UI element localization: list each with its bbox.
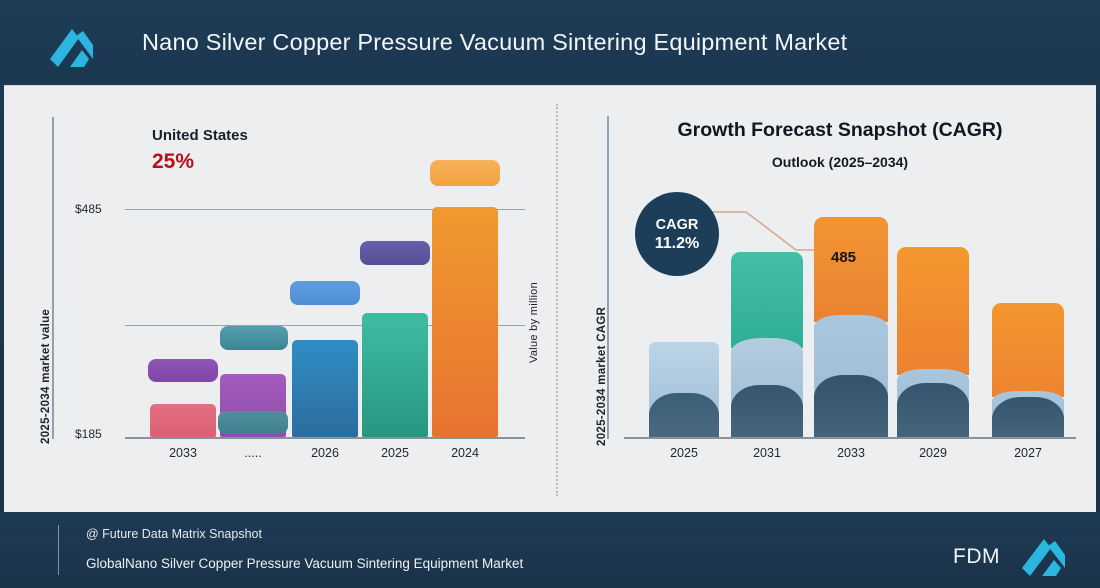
footer-brand-text: FDM <box>953 545 1000 568</box>
panel-divider <box>556 104 558 496</box>
right-y-axis-title: 2025-2034 market CAGR <box>596 306 608 446</box>
bar-cap-2024 <box>430 160 500 186</box>
bar-2026 <box>292 340 358 437</box>
cagr-bubble-value: 11.2% <box>654 234 700 252</box>
stacked-bar-2025 <box>649 342 719 437</box>
value-label-2033: 485 <box>831 249 857 266</box>
segment-top <box>731 252 803 348</box>
cagr-bubble: CAGR 11.2% <box>635 192 719 276</box>
right-chart-title: Growth Forecast Snapshot (CAGR) <box>677 119 1003 141</box>
cat-label-r0: 2025 <box>670 446 698 460</box>
cat-label-r4: 2027 <box>1014 446 1042 460</box>
footer-divider <box>58 525 59 575</box>
right-baseline <box>624 437 1076 439</box>
cat-label-1: ..... <box>244 446 262 460</box>
region-label: United States <box>152 127 248 144</box>
bar-cap-series2-hidden <box>218 411 288 434</box>
segment-base <box>649 393 719 437</box>
gridline-mid <box>125 325 525 326</box>
cat-label-r3: 2029 <box>919 446 947 460</box>
fdm-chevron-logo-icon <box>1022 539 1065 576</box>
left-baseline <box>125 437 525 439</box>
right-chart-subtitle: Outlook (2025–2034) <box>771 154 909 170</box>
segment-base <box>992 397 1064 437</box>
footer-subject-line: GlobalNano Silver Copper Pressure Vacuum… <box>86 556 524 571</box>
stacked-bar-2029 <box>897 247 969 437</box>
cat-label-4: 2024 <box>451 446 479 460</box>
tick-label-top: $485 <box>75 202 102 216</box>
left-y-axis-title: 2025-2034 market value <box>40 308 52 444</box>
left-y-axis <box>52 117 54 439</box>
bar-cap-series2 <box>220 326 288 350</box>
stacked-bar-2033 <box>814 217 888 437</box>
left-y-axis-right-title: Value by million <box>528 281 540 363</box>
right-y-axis <box>607 116 609 439</box>
charts-canvas: 2025-2034 market value Value by million … <box>4 85 1096 512</box>
stacked-bar-2027 <box>992 303 1064 437</box>
bar-2033 <box>150 404 216 437</box>
segment-base <box>814 375 888 437</box>
segment-top <box>992 303 1064 397</box>
cat-label-r2: 2033 <box>837 446 865 460</box>
cat-label-0: 2033 <box>169 446 197 460</box>
bar-2024 <box>432 207 498 437</box>
stacked-bar-2031 <box>731 252 803 437</box>
segment-top <box>897 247 969 375</box>
segment-top <box>814 217 888 322</box>
page-footer: @ Future Data Matrix Snapshot GlobalNano… <box>0 512 1100 588</box>
cat-label-r1: 2031 <box>753 446 781 460</box>
cat-label-2: 2026 <box>311 446 339 460</box>
segment-base <box>897 383 969 437</box>
tick-label-bottom: $185 <box>75 427 102 441</box>
page-header: Nano Silver Copper Pressure Vacuum Sinte… <box>0 0 1100 85</box>
bar-cap-2025 <box>360 241 430 265</box>
cagr-connector-line <box>704 211 824 251</box>
gridline-top <box>125 209 525 210</box>
footer-source-line: @ Future Data Matrix Snapshot <box>86 527 262 541</box>
cagr-bubble-label: CAGR <box>655 216 699 233</box>
bar-cap-2033 <box>148 359 218 382</box>
fdm-chevron-logo-icon <box>50 28 93 67</box>
bar-2025 <box>362 313 428 437</box>
region-share-value: 25% <box>152 150 195 173</box>
cat-label-3: 2025 <box>381 446 409 460</box>
bar-cap-2026 <box>290 281 360 305</box>
page-title: Nano Silver Copper Pressure Vacuum Sinte… <box>142 29 848 55</box>
segment-base <box>731 385 803 437</box>
